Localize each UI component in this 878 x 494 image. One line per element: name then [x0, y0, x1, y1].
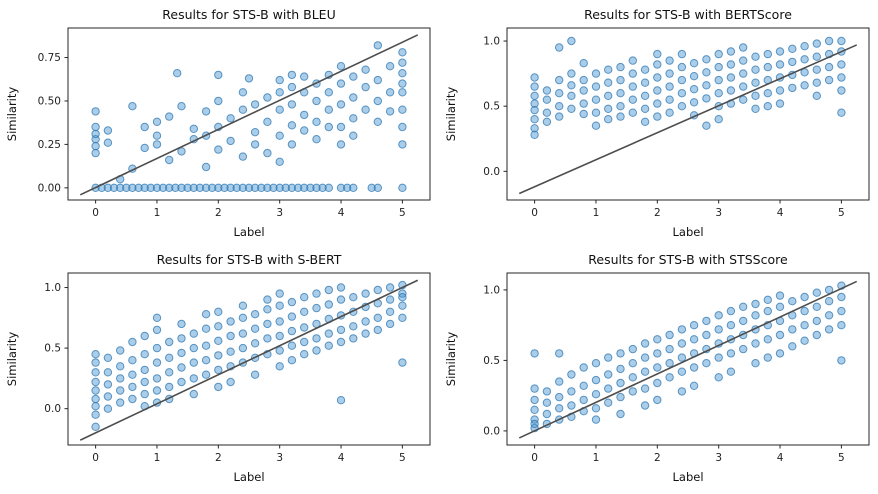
- svg-text:2: 2: [654, 452, 661, 464]
- plot-title: Results for STS-B with STSScore: [588, 252, 788, 267]
- svg-text:1: 1: [593, 452, 600, 464]
- subplot-bertscore: Results for STS-B with BERTScore Label S…: [439, 0, 878, 245]
- svg-text:1: 1: [154, 452, 161, 464]
- svg-text:0.5: 0.5: [483, 101, 500, 113]
- svg-text:1.0: 1.0: [483, 36, 500, 48]
- svg-text:5: 5: [399, 207, 406, 219]
- svg-text:5: 5: [838, 207, 845, 219]
- svg-text:2: 2: [215, 452, 222, 464]
- svg-text:4: 4: [338, 207, 345, 219]
- svg-text:0.50: 0.50: [38, 95, 61, 107]
- svg-text:0.5: 0.5: [483, 355, 500, 367]
- svg-text:4: 4: [777, 452, 784, 464]
- subplot-stsscore: Results for STS-B with STSScore Label Si…: [439, 245, 878, 490]
- subplot-sbert: Results for STS-B with S-BERT Label Simi…: [0, 245, 439, 490]
- subplot-bleu: Results for STS-B with BLEU Label Simila…: [0, 0, 439, 245]
- svg-text:0: 0: [531, 452, 538, 464]
- plot-title: Results for STS-B with BLEU: [162, 7, 335, 22]
- y-axis-label: Similarity: [444, 87, 458, 142]
- plot-title: Results for STS-B with BERTScore: [584, 7, 792, 22]
- plot-bertscore: Results for STS-B with BERTScore Label S…: [444, 7, 870, 239]
- plot-canvas: 0 1 2 3 4 5 0.00 0.25 0.50 0.75: [38, 27, 431, 219]
- svg-text:0.0: 0.0: [483, 166, 500, 178]
- svg-text:2: 2: [215, 207, 222, 219]
- svg-text:4: 4: [338, 452, 345, 464]
- svg-text:0.5: 0.5: [44, 343, 61, 355]
- svg-text:3: 3: [276, 452, 283, 464]
- plot-stsscore: Results for STS-B with STSScore Label Si…: [444, 252, 870, 484]
- svg-text:0.25: 0.25: [38, 139, 61, 151]
- svg-text:0.0: 0.0: [44, 403, 61, 415]
- svg-text:5: 5: [838, 452, 845, 464]
- plot-canvas: 0 1 2 3 4 5 0.0 0.5 1.0: [44, 272, 431, 464]
- svg-text:3: 3: [715, 207, 722, 219]
- plot-canvas: 0 1 2 3 4 5 0.0 0.5 1.0: [483, 27, 870, 219]
- x-axis-label: Label: [233, 470, 264, 484]
- svg-text:1: 1: [593, 207, 600, 219]
- x-axis-label: Label: [672, 225, 703, 239]
- svg-text:1.0: 1.0: [483, 284, 500, 296]
- svg-text:1.0: 1.0: [44, 282, 61, 294]
- y-axis-label: Similarity: [5, 87, 19, 142]
- svg-text:3: 3: [276, 207, 283, 219]
- svg-text:0.75: 0.75: [38, 52, 61, 64]
- plot-canvas: 0 1 2 3 4 5 0.0 0.5 1.0: [483, 272, 870, 464]
- x-axis-label: Label: [233, 225, 264, 239]
- svg-text:4: 4: [777, 207, 784, 219]
- svg-text:0: 0: [92, 452, 99, 464]
- svg-text:1: 1: [154, 207, 161, 219]
- plot-sbert: Results for STS-B with S-BERT Label Simi…: [5, 252, 431, 484]
- svg-text:5: 5: [399, 452, 406, 464]
- svg-text:0.0: 0.0: [483, 425, 500, 437]
- svg-text:3: 3: [715, 452, 722, 464]
- svg-text:0: 0: [92, 207, 99, 219]
- y-axis-label: Similarity: [5, 332, 19, 387]
- svg-text:0: 0: [531, 207, 538, 219]
- y-axis-label: Similarity: [444, 332, 458, 387]
- x-axis-label: Label: [672, 470, 703, 484]
- svg-text:0.00: 0.00: [38, 182, 61, 194]
- plot-title: Results for STS-B with S-BERT: [157, 252, 342, 267]
- svg-text:2: 2: [654, 207, 661, 219]
- plot-bleu: Results for STS-B with BLEU Label Simila…: [5, 7, 431, 239]
